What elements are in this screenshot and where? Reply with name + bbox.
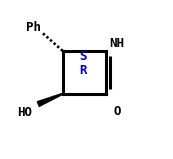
Text: R: R	[79, 64, 86, 77]
Text: NH: NH	[110, 37, 125, 50]
Text: Ph: Ph	[26, 21, 41, 34]
Text: HO: HO	[17, 106, 32, 119]
Polygon shape	[37, 93, 63, 107]
Text: O: O	[114, 105, 121, 118]
Text: S: S	[79, 50, 86, 63]
